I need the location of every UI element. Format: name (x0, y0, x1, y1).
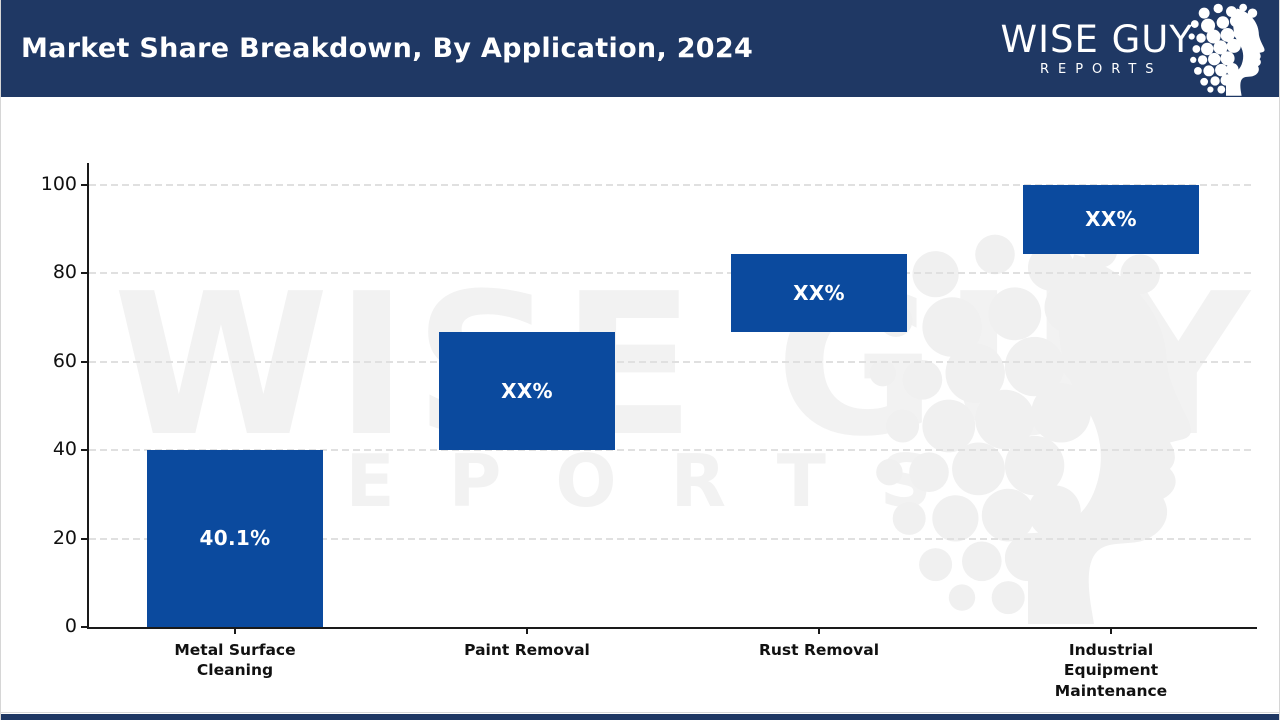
gridline-60 (89, 360, 1253, 363)
gridline-20 (89, 537, 1253, 540)
bar-value-label: XX% (793, 280, 845, 305)
y-tick-label-60: 60 (52, 349, 77, 372)
y-tick-mark-0 (81, 626, 89, 628)
bar-industrial-equipment-maintenance: XX% (1023, 185, 1199, 254)
gridline-40 (89, 449, 1253, 452)
footer-rule (1, 712, 1279, 713)
x-tick-mark-rust-removal (818, 629, 820, 634)
bar-metal-surface-cleaning: 40.1% (147, 449, 323, 627)
x-category-label-industrial-equipment-maintenance: Industrial Equipment Maintenance (1054, 641, 1168, 700)
x-tick-mark-paint-removal (526, 629, 528, 634)
logo-wordmark: WISE GUY (1000, 17, 1193, 61)
gridline-100 (89, 184, 1253, 187)
y-tick-label-40: 40 (52, 438, 77, 461)
y-axis-spine (87, 163, 89, 629)
y-tick-mark-100 (81, 184, 89, 187)
bar-value-label: XX% (501, 378, 553, 403)
bar-rust-removal: XX% (731, 253, 907, 332)
x-category-label-metal-surface-cleaning: Metal Surface Cleaning (174, 641, 296, 680)
y-tick-mark-80 (81, 272, 89, 275)
wiseguy-logo: WISE GUY REPORTS (1001, 2, 1265, 96)
x-tick-mark-metal-surface-cleaning (234, 629, 236, 634)
y-tick-label-20: 20 (52, 526, 77, 549)
y-tick-mark-20 (81, 537, 89, 540)
header-bar: Market Share Breakdown, By Application, … (1, 0, 1279, 97)
x-category-label-rust-removal: Rust Removal (758, 641, 880, 659)
y-tick-label-80: 80 (52, 261, 77, 284)
y-tick-mark-40 (81, 449, 89, 452)
bar-value-label: XX% (1085, 207, 1137, 232)
gridline-80 (89, 272, 1253, 275)
watermark-face-icon (869, 234, 1191, 624)
y-tick-mark-60 (81, 360, 89, 363)
watermark-text-line2: REPORTS (236, 439, 986, 523)
logo-face-icon (1188, 3, 1265, 96)
x-category-label-paint-removal: Paint Removal (464, 641, 590, 659)
footer-bar (1, 714, 1279, 720)
x-tick-mark-industrial-equipment-maintenance (1110, 629, 1112, 634)
x-axis-spine (87, 627, 1257, 629)
y-tick-label-0: 0 (64, 615, 77, 637)
y-tick-label-100: 100 (40, 173, 77, 196)
bar-value-label: 40.1% (199, 526, 271, 551)
logo-text: WISE GUY REPORTS (1001, 21, 1193, 77)
chart-title: Market Share Breakdown, By Application, … (21, 33, 754, 64)
bar-paint-removal: XX% (439, 331, 615, 450)
logo-subtext: REPORTS (1039, 61, 1163, 77)
